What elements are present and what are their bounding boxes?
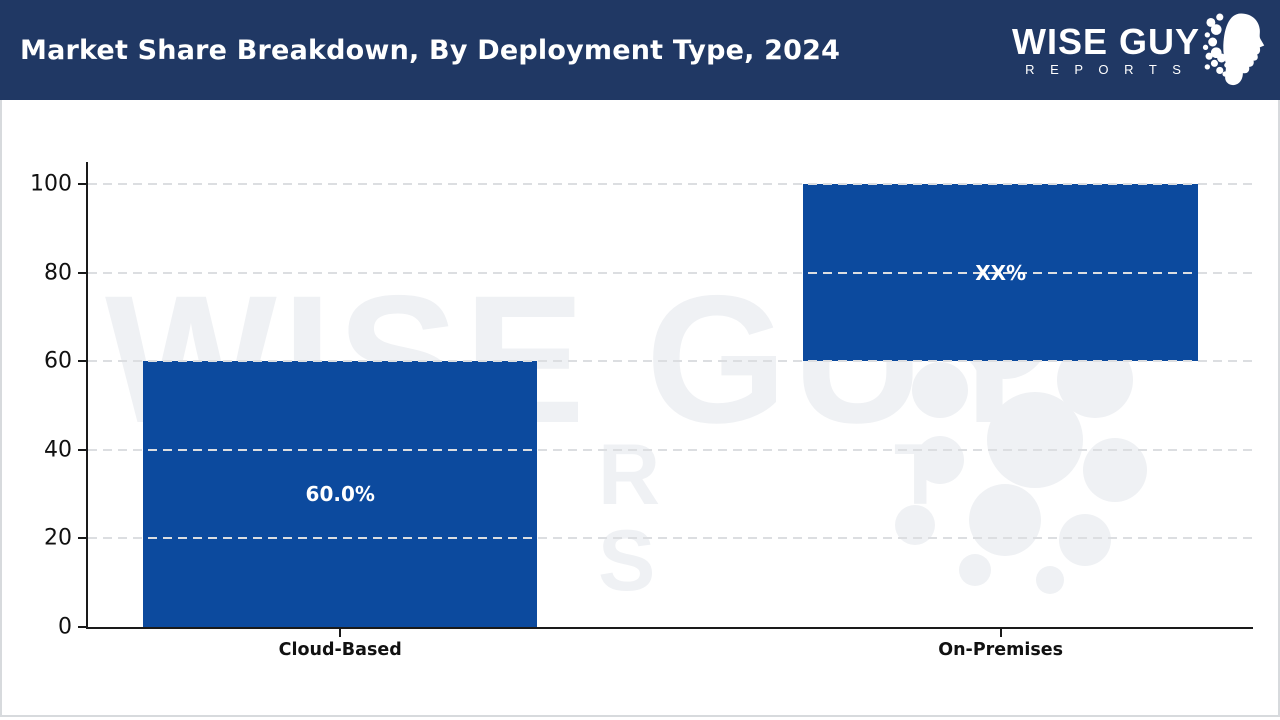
y-tick-mark: [78, 183, 86, 186]
page-border-left: [0, 100, 2, 717]
plot-area: 60.0% Cloud-Based XX% On-Premises 0 20 40 60 80 1…: [30, 162, 1253, 660]
y-tick-mark: [78, 537, 86, 540]
brand-logo: WISE GUY R E P O R T S: [1012, 8, 1266, 92]
y-tick-mark: [78, 448, 86, 451]
y-tick-label: 20: [44, 525, 72, 551]
y-tick-mark: [78, 271, 86, 274]
x-tick-mark: [999, 629, 1002, 637]
y-tick-label: 100: [30, 171, 72, 197]
gridline-60: [88, 360, 1253, 363]
y-tick-label: 80: [44, 260, 72, 286]
y-tick-label: 40: [44, 437, 72, 463]
dotted-face-icon: [1202, 13, 1265, 86]
x-axis-line: [86, 627, 1253, 629]
x-tick-label: On-Premises: [938, 640, 1064, 660]
y-tick-label: 0: [58, 614, 72, 640]
y-tick-mark: [78, 626, 86, 628]
gridline-80: [88, 271, 1253, 274]
brand-subtitle: R E P O R T S: [1025, 62, 1187, 78]
gridline-40: [88, 448, 1253, 451]
y-tick-mark: [78, 360, 86, 363]
y-axis-line: [86, 162, 88, 629]
page-border-bottom: [0, 715, 1280, 717]
chart-title: Market Share Breakdown, By Deployment Ty…: [20, 34, 841, 66]
brand-logo-text: WISE GUY R E P O R T S: [1011, 20, 1200, 78]
page-border-right: [1278, 100, 1280, 717]
y-tick-label: 60: [44, 348, 72, 374]
x-tick-label: Cloud-Based: [278, 640, 402, 660]
gridline-20: [88, 537, 1253, 540]
bar-value-label: XX%: [975, 260, 1027, 285]
bar-value-label: 60.0%: [305, 482, 375, 507]
bar-cloud-based: [142, 361, 538, 627]
gridline-100: [88, 183, 1253, 186]
header-bar: Market Share Breakdown, By Deployment Ty…: [0, 0, 1280, 100]
brand-name: WISE GUY: [1011, 20, 1200, 62]
x-tick-mark: [339, 629, 342, 637]
